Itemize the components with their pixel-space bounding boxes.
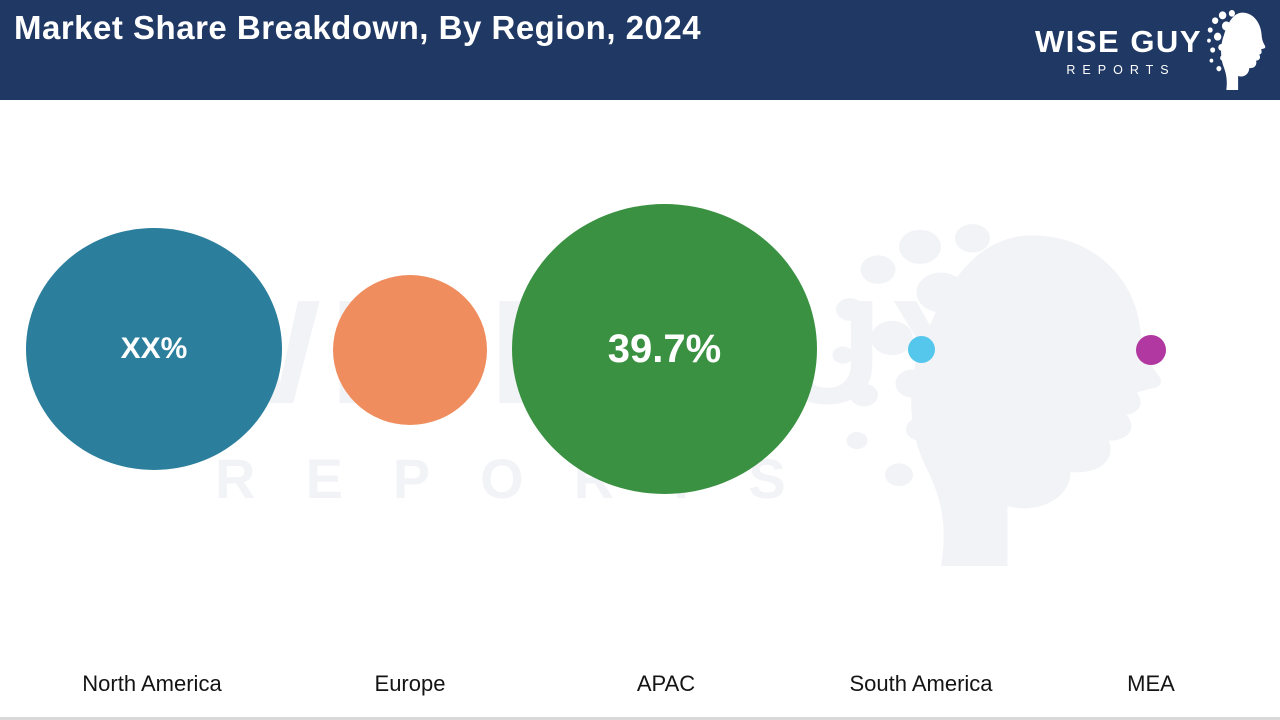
wiseguy-logo: WISE GUY REPORTS bbox=[1035, 8, 1266, 92]
bubble-value-apac: 39.7% bbox=[607, 326, 722, 371]
bubble-apac: 39.7% bbox=[512, 204, 817, 494]
logo-wordmark: WISE GUY bbox=[1034, 23, 1202, 59]
bubble-europe bbox=[333, 275, 487, 425]
category-label-south-america: South America bbox=[849, 671, 993, 696]
category-label-apac: APAC bbox=[636, 671, 696, 696]
category-label-mea: MEA bbox=[1127, 671, 1175, 696]
bubble-value-north-america: XX% bbox=[120, 332, 188, 365]
wiseguy-face-icon bbox=[1207, 10, 1266, 90]
bubble-south-america bbox=[908, 336, 935, 363]
page-title: Market Share Breakdown, By Region, 2024 bbox=[14, 9, 702, 46]
bottom-divider bbox=[0, 717, 1280, 720]
bubble-mea bbox=[1136, 335, 1166, 365]
header-bar: Market Share Breakdown, By Region, 2024 … bbox=[0, 0, 1280, 100]
logo-subtitle: REPORTS bbox=[1066, 62, 1176, 77]
watermark-face-icon bbox=[832, 224, 1162, 566]
bubble-north-america: XX% bbox=[26, 228, 282, 470]
category-label-europe: Europe bbox=[374, 671, 446, 696]
category-label-north-america: North America bbox=[82, 671, 222, 696]
wiseguy-logo-text: WISE GUY REPORTS bbox=[1035, 24, 1202, 77]
